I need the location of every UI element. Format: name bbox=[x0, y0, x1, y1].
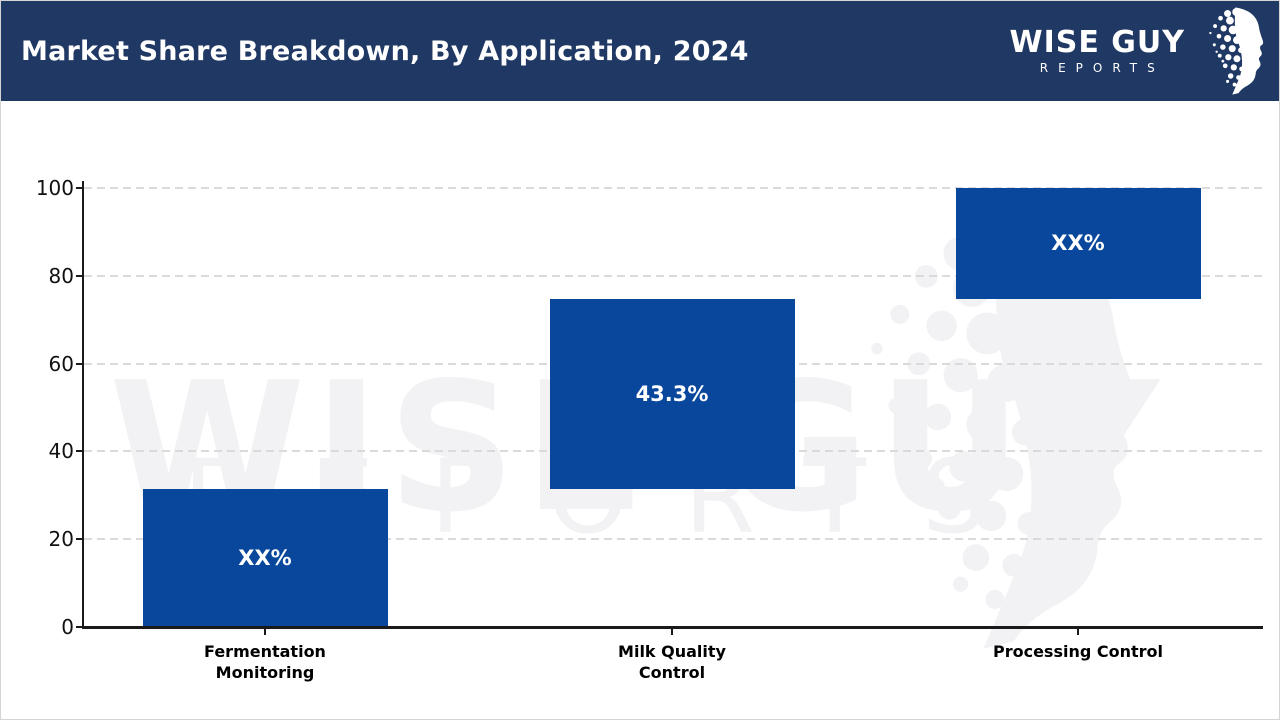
gridline-20 bbox=[84, 538, 1263, 541]
x-tick-mark-milk-quality-control bbox=[671, 629, 673, 635]
y-tick-mark-40 bbox=[76, 450, 83, 453]
x-category-label-milk-quality-control: Milk Quality Control bbox=[618, 641, 726, 683]
logo-reports-text: REPORTS bbox=[1039, 61, 1165, 75]
y-tick-mark-20 bbox=[76, 538, 83, 541]
logo-wise-guy-text: WISE GUY bbox=[1009, 25, 1185, 60]
y-tick-mark-100 bbox=[76, 187, 83, 189]
y-tick-mark-80 bbox=[76, 274, 83, 277]
y-tick-label-100: 100 bbox=[35, 176, 74, 200]
bar-fermentation-monitoring: XX% bbox=[142, 488, 388, 627]
x-category-label-line: Processing Control bbox=[992, 642, 1164, 661]
logo-face-icon bbox=[1209, 7, 1264, 95]
x-category-label-fermentation-monitoring: Fermentation Monitoring bbox=[204, 641, 326, 683]
x-category-label-line: Control bbox=[638, 663, 706, 682]
chart-title: Market Share Breakdown, By Application, … bbox=[21, 35, 749, 67]
x-category-label-processing-control: Processing Control bbox=[993, 641, 1163, 662]
x-tick-mark-processing-control bbox=[1077, 629, 1079, 635]
wise-guy-reports-logo: WISE GUY REPORTS bbox=[1009, 7, 1265, 95]
y-tick-label-80: 80 bbox=[48, 263, 74, 288]
y-tick-label-0: 0 bbox=[61, 615, 74, 639]
logo-wordmark: WISE GUY REPORTS bbox=[1009, 25, 1185, 75]
header-bar: Market Share Breakdown, By Application, … bbox=[1, 1, 1279, 101]
gridline-80 bbox=[84, 274, 1263, 277]
gridline-100 bbox=[84, 187, 1263, 189]
x-category-label-line: Milk Quality bbox=[618, 642, 726, 661]
bar-milk-quality-control: 43.3% bbox=[549, 298, 795, 489]
bar-value-label-fermentation-monitoring: XX% bbox=[238, 545, 292, 570]
y-tick-label-20: 20 bbox=[48, 527, 74, 552]
y-tick-mark-0 bbox=[76, 626, 83, 628]
bar-value-label-processing-control: XX% bbox=[1051, 231, 1105, 256]
x-category-label-line: Fermentation bbox=[204, 642, 326, 661]
y-tick-label-40: 40 bbox=[48, 439, 74, 464]
x-category-label-line: Monitoring bbox=[215, 663, 315, 682]
bar-processing-control: XX% bbox=[955, 188, 1201, 299]
x-axis-line bbox=[82, 626, 1263, 629]
x-tick-mark-fermentation-monitoring bbox=[264, 629, 266, 635]
y-tick-label-60: 60 bbox=[48, 351, 74, 376]
y-axis-line bbox=[82, 181, 84, 629]
bar-value-label-milk-quality-control: 43.3% bbox=[635, 381, 709, 406]
y-tick-mark-60 bbox=[76, 362, 83, 365]
